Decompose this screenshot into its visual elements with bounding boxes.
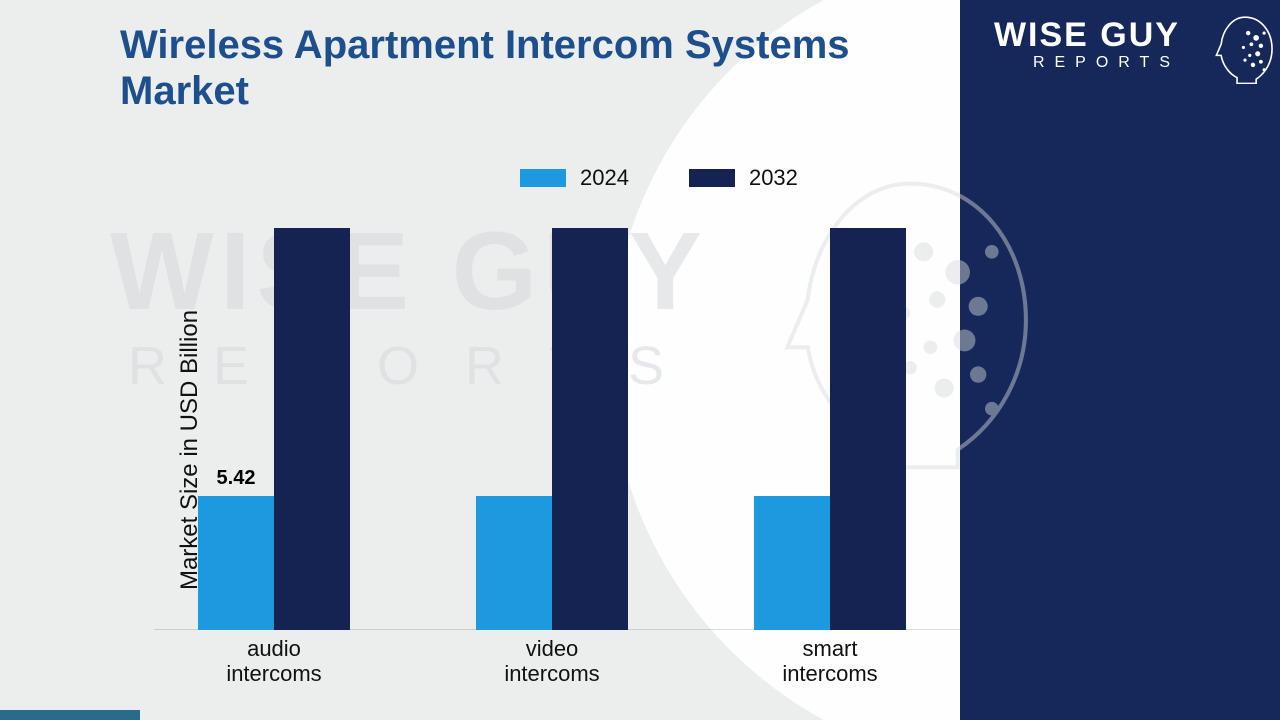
bar — [476, 496, 552, 630]
brand-head-icon — [1210, 14, 1280, 84]
chart-area: Market Size in USD Billion 5.42audiointe… — [100, 210, 960, 690]
legend-swatch-2032 — [689, 169, 735, 187]
category-label: audiointercoms — [174, 630, 374, 687]
brand-main-text: WISE GUY — [994, 18, 1180, 52]
canvas: WISE GUY REPORTS WISE GUY REPORTS Wirele… — [0, 0, 1280, 720]
legend-label-2032: 2032 — [749, 165, 798, 191]
bar — [198, 496, 274, 630]
bar — [830, 228, 906, 630]
plot-area: 5.42audiointercomsvideointercomssmartint… — [154, 210, 960, 630]
bar — [552, 228, 628, 630]
brand-sub-text: REPORTS — [994, 52, 1180, 74]
bar — [274, 228, 350, 630]
bottom-accent-bar — [0, 710, 140, 720]
brand-logo: WISE GUY REPORTS — [994, 18, 1180, 74]
category-label: smartintercoms — [730, 630, 930, 687]
legend-swatch-2024 — [520, 169, 566, 187]
category-label: videointercoms — [452, 630, 652, 687]
legend-item-2032: 2032 — [689, 165, 798, 191]
bar-value-label: 5.42 — [217, 467, 256, 490]
legend: 2024 2032 — [520, 165, 798, 191]
bar — [754, 496, 830, 630]
legend-label-2024: 2024 — [580, 165, 629, 191]
chart-title: Wireless Apartment Intercom Systems Mark… — [120, 22, 880, 114]
legend-item-2024: 2024 — [520, 165, 629, 191]
